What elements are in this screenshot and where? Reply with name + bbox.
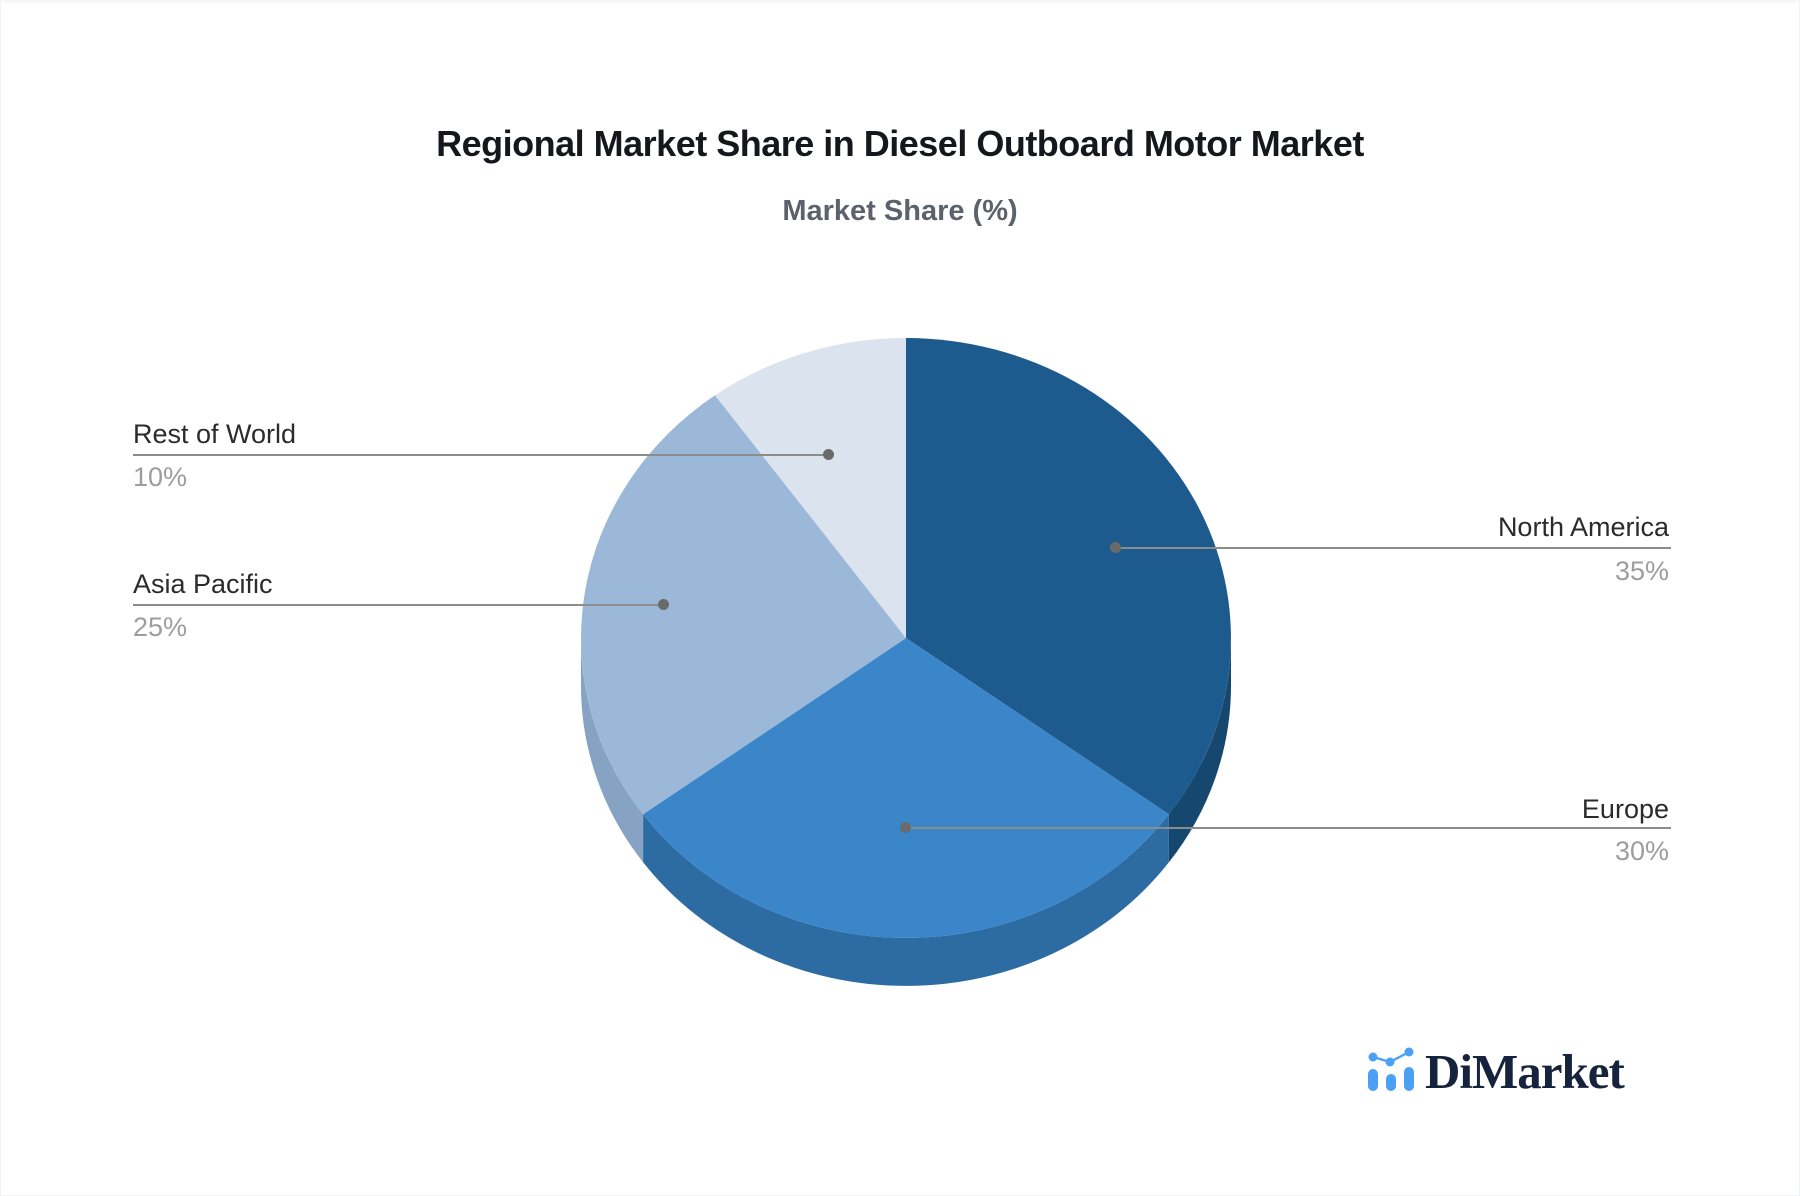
pie-chart (581, 338, 1231, 986)
callout-value-europe: 30% (1614, 836, 1669, 866)
leader-dot-asia-pacific (658, 599, 669, 610)
logo-text: DiMarket (1425, 1044, 1625, 1099)
leader-line-asia-pacific (133, 604, 664, 606)
callout-label-asia-pacific: Asia Pacific (133, 569, 273, 599)
leader-dot-north-america (1110, 542, 1121, 553)
callout-label-north-america: North America (1497, 512, 1669, 542)
pie-slice-europe[interactable] (643, 638, 1169, 938)
leader-dot-europe (900, 822, 911, 833)
leader-line-north-america (1116, 547, 1671, 549)
pie-slice-rest-of-world[interactable] (715, 338, 906, 638)
callout-value-north-america: 35% (1614, 556, 1669, 586)
pie-slice-side-north-america (1168, 638, 1231, 863)
leader-line-europe (906, 827, 1671, 829)
pie-slice-north-america[interactable] (906, 338, 1231, 815)
leader-dot-rest-of-world (823, 449, 834, 460)
bar-line-chart-icon (1368, 1047, 1414, 1091)
callout-label-europe: Europe (1581, 794, 1669, 824)
chart-title: Regional Market Share in Diesel Outboard… (436, 123, 1364, 164)
callout-label-rest-of-world: Rest of World (133, 419, 297, 449)
pie-slice-asia-pacific[interactable] (581, 395, 906, 815)
pie-slice-side-asia-pacific (581, 638, 644, 863)
dimarket-logo: DiMarket (1367, 1044, 1625, 1099)
chart-subtitle: Market Share (%) (782, 195, 1018, 227)
pie-slice-side-europe (643, 814, 1169, 986)
leader-line-rest-of-world (133, 454, 829, 456)
callout-value-asia-pacific: 25% (133, 612, 188, 642)
callout-value-rest-of-world: 10% (133, 462, 188, 492)
